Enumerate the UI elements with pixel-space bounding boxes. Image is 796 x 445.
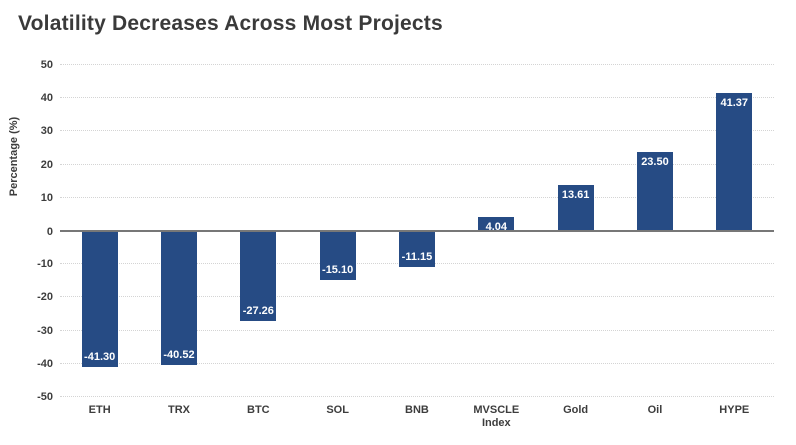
x-category-label: Oil — [647, 404, 663, 416]
bar-eth: -41.30 — [81, 230, 118, 368]
plot-area: 50 40 30 20 10 0 -10 -20 -30 -40 -50 -41.30 -40.52-… — [37, 59, 774, 403]
bar-hype: 41.37 — [716, 92, 753, 230]
gridline: -20 — [37, 291, 774, 303]
bars-layer: -41.30 -40.52 -27.26 -15.10 -11.15 4.04 13.61 2… — [60, 64, 774, 396]
bar-slot: 13.61 — [536, 64, 615, 396]
bar-value-label: -15.10 — [322, 264, 354, 277]
bar-gold: 13.61 — [557, 184, 594, 230]
y-tick-label: 20 — [40, 158, 53, 171]
y-tick-label: -50 — [37, 391, 53, 403]
y-tick-label: 50 — [40, 59, 53, 71]
x-category-label: Gold — [563, 404, 589, 416]
bar-mvscle-index: 4.04 — [478, 216, 515, 233]
y-tick-label: 40 — [40, 92, 53, 105]
bar-slot: -27.26 — [219, 64, 298, 396]
x-axis-labels: ETH TRX BTC SOL BNB MVSCLE Index Gold Oil HYPE — [60, 404, 774, 430]
x-category-label: HYPE — [719, 404, 750, 416]
gridline: 20 — [41, 159, 774, 171]
bar-slot: -40.52 — [139, 64, 218, 396]
bar-slot: 4.04 — [457, 64, 536, 396]
gridline: -30 — [37, 325, 774, 337]
zero-line: 0 — [47, 226, 774, 238]
gridline: 40 — [41, 92, 774, 104]
x-category-label: TRX — [167, 404, 190, 416]
x-category-label: ETH — [88, 404, 111, 416]
bar-slot: -11.15 — [377, 64, 456, 396]
bar-slot: 23.50 — [615, 64, 694, 396]
bar-slot: -41.30 — [60, 64, 139, 396]
y-tick-label: 30 — [40, 125, 53, 138]
x-category-label: MVSCLE Index — [473, 404, 520, 429]
bar-oil: 23.50 — [636, 151, 673, 230]
bar-btc: -27.26 — [240, 230, 277, 321]
gridline: -40 — [37, 358, 774, 370]
y-tick-label: 10 — [40, 191, 53, 204]
bar-sol: -15.10 — [319, 230, 356, 281]
y-tick-label: -10 — [37, 258, 53, 271]
y-tick-label: -40 — [37, 357, 53, 370]
bar-value-label: -27.26 — [242, 304, 274, 317]
gridline: 10 — [41, 192, 774, 204]
bar-bnb: -11.15 — [398, 230, 435, 268]
bar-value-label: -41.30 — [84, 351, 116, 364]
gridline: -50 — [37, 391, 774, 403]
x-category-label: BNB — [405, 404, 429, 416]
bar-trx: -40.52 — [160, 230, 197, 365]
bar-slot: -15.10 — [298, 64, 377, 396]
bar-value-label: 4.04 — [485, 220, 507, 233]
y-tick-label: -20 — [37, 291, 53, 304]
y-tick-label: -30 — [37, 324, 53, 337]
bar-value-label: 23.50 — [641, 155, 669, 168]
x-category-label: SOL — [326, 404, 349, 416]
gridline: 50 — [41, 59, 774, 71]
gridline: 30 — [41, 125, 774, 137]
bar-value-label: 41.37 — [720, 96, 749, 109]
bar-slot: 41.37 — [695, 64, 774, 396]
chart-title: Volatility Decreases Across Most Project… — [18, 12, 443, 35]
y-tick-label: 0 — [46, 226, 53, 238]
bar-value-label: -11.15 — [401, 251, 433, 264]
bar-value-label: -40.52 — [163, 348, 195, 361]
x-category-label: BTC — [247, 404, 270, 416]
bar-value-label: 13.61 — [561, 188, 590, 201]
